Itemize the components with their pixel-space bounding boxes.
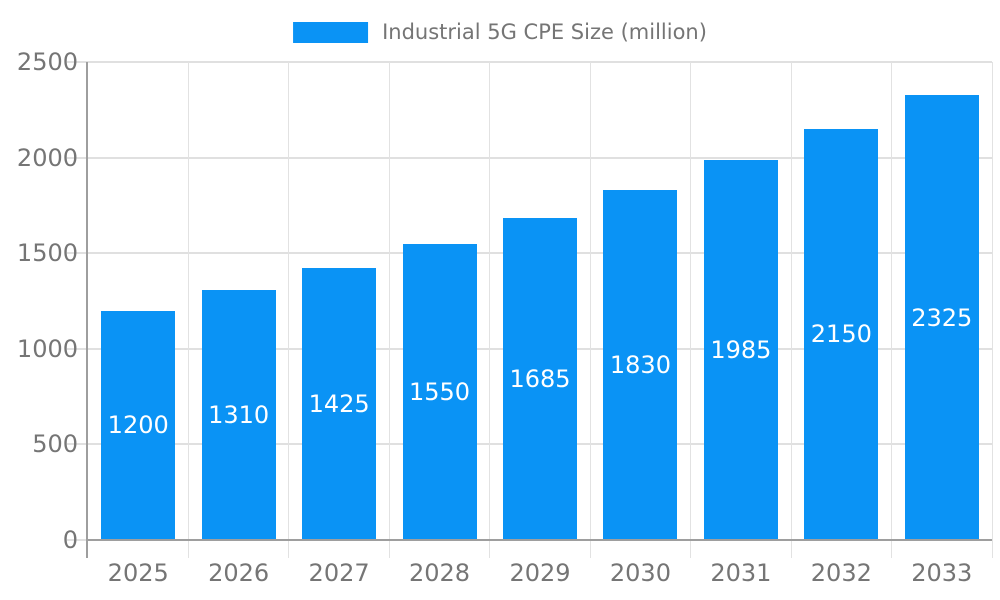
x-tick-label: 2027 (308, 559, 370, 587)
x-tick-label: 2030 (609, 559, 671, 587)
v-gridline (991, 62, 993, 558)
bar (904, 95, 979, 540)
bar (503, 217, 577, 540)
bar-value-label: 1425 (308, 389, 370, 418)
y-tick-label: 1500 (16, 239, 78, 268)
bar-value-label: 1685 (509, 364, 571, 393)
x-tick-label: 2025 (107, 559, 169, 587)
y-tick-label: 1000 (16, 334, 78, 363)
y-tick-label: 0 (62, 526, 78, 554)
bar (804, 128, 879, 540)
x-tick-label: 2032 (810, 559, 872, 587)
v-gridline (288, 62, 290, 558)
legend-label: Industrial 5G CPE Size (million) (382, 20, 707, 44)
x-tick-label: 2029 (509, 559, 571, 587)
bar-value-label: 1985 (710, 336, 772, 365)
v-gridline (388, 62, 390, 558)
bar-value-label: 2325 (911, 303, 973, 332)
bar (402, 243, 477, 540)
x-axis-line (88, 539, 992, 541)
h-gridline (67, 61, 992, 63)
y-tick-label: 500 (32, 430, 78, 459)
v-gridline (790, 62, 792, 558)
bar-value-label: 1550 (409, 377, 471, 406)
bar (703, 160, 778, 540)
bar-value-label: 1310 (208, 400, 270, 429)
bar-value-label: 1200 (107, 411, 169, 440)
bar (302, 267, 377, 540)
x-tick-label: 2028 (409, 559, 471, 587)
y-tick-label: 2500 (16, 48, 78, 76)
bar-value-label: 2150 (810, 320, 872, 349)
bar (101, 310, 176, 540)
v-gridline (187, 62, 189, 558)
v-gridline (891, 62, 893, 558)
v-gridline (489, 62, 491, 558)
x-tick-label: 2031 (710, 559, 772, 587)
y-axis-line (86, 62, 88, 558)
x-tick-label: 2033 (911, 559, 973, 587)
x-tick-label: 2026 (208, 559, 270, 587)
h-gridline (67, 156, 992, 159)
chart-legend[interactable]: Industrial 5G CPE Size (million) (293, 20, 707, 44)
y-tick-label: 2000 (16, 143, 78, 172)
v-gridline (589, 62, 591, 558)
bar (603, 190, 678, 540)
bar-value-label: 1830 (609, 351, 671, 380)
legend-swatch (293, 21, 369, 43)
bar (201, 289, 276, 540)
v-gridline (690, 62, 692, 558)
